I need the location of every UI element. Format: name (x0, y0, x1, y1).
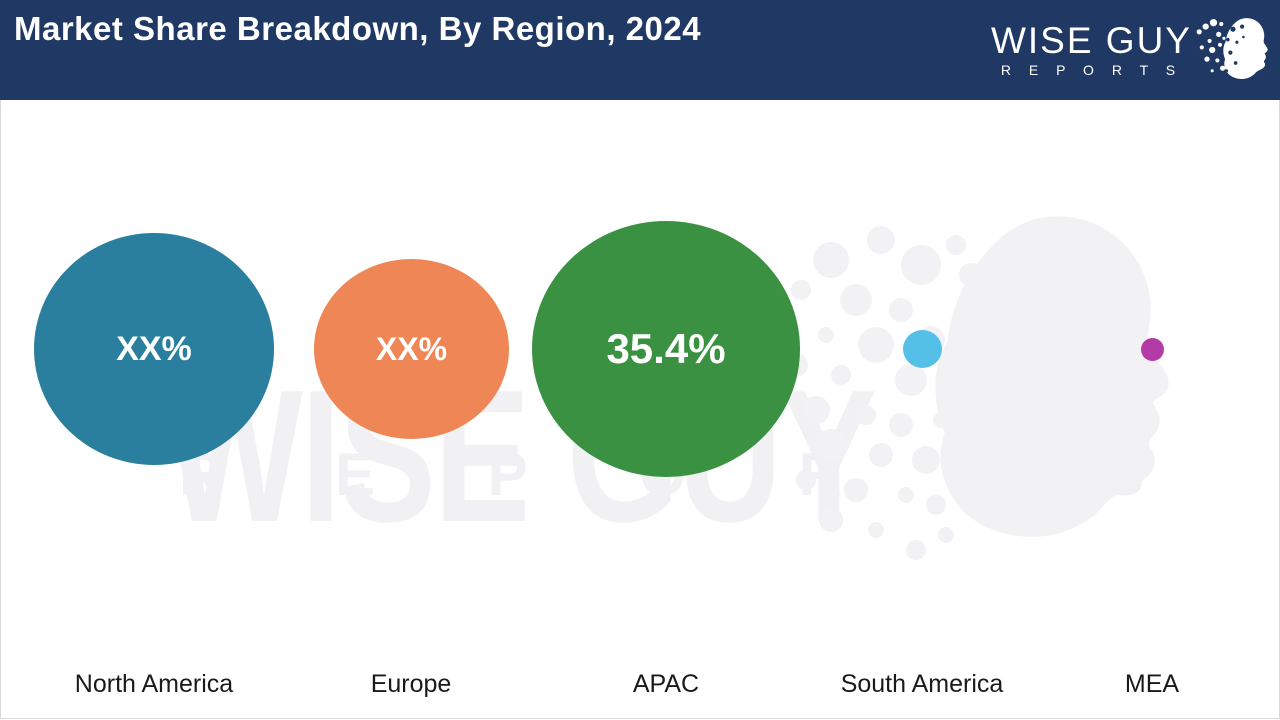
bubble-europe: XX% (314, 259, 509, 439)
bubble-value-label: 35.4% (606, 325, 726, 372)
category-label-south-america: South America (840, 670, 1004, 698)
bubble-apac: 35.4% (532, 221, 800, 477)
category-label-apac: APAC (632, 670, 700, 698)
bubble-chart: WISE GUY R E P O R T S XX% (1, 100, 1279, 718)
bubble-north-america: XX% (34, 233, 274, 465)
logo-wordmark: WISE GUY R E P O R T S (991, 22, 1192, 78)
bubble-south-america (903, 330, 942, 368)
bubble-mea (1141, 338, 1164, 361)
logo-head-icon (1196, 18, 1268, 80)
bubble-value-label: XX% (375, 330, 448, 367)
page-title: Market Share Breakdown, By Region, 2024 (14, 10, 702, 47)
wiseguy-logo: WISE GUY R E P O R T S (991, 4, 1272, 96)
logo-wordmark-line2: R E P O R T S (1000, 62, 1183, 78)
category-label-north-america: North America (74, 670, 234, 698)
logo-wordmark-line1: WISE GUY (990, 20, 1192, 61)
header: Market Share Breakdown, By Region, 2024 … (0, 0, 1280, 100)
category-label-europe: Europe (370, 670, 452, 698)
watermark-head-icon (784, 216, 1169, 560)
bubble-value-label: XX% (116, 329, 192, 368)
category-label-mea: MEA (1124, 670, 1180, 698)
